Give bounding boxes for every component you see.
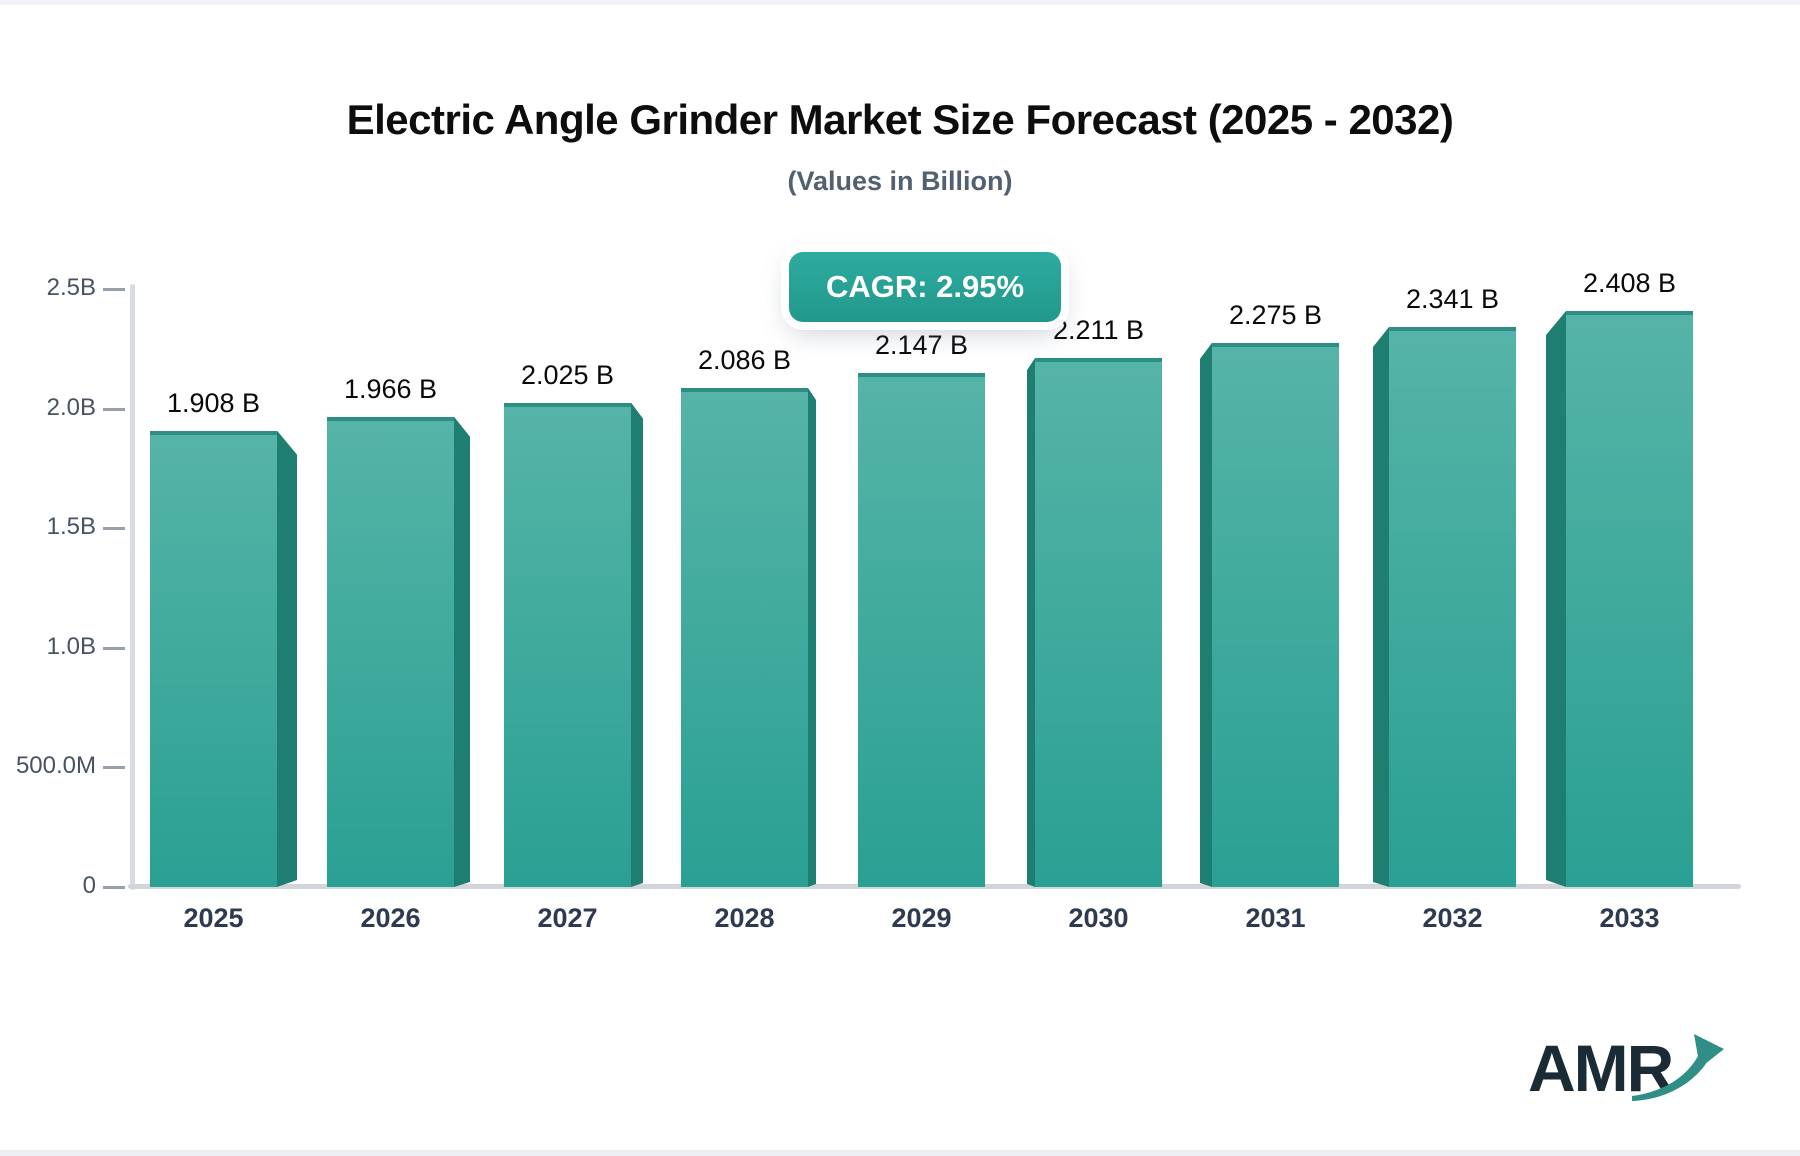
- page-edge-bottom: [0, 1150, 1800, 1156]
- bar-face: [504, 402, 631, 887]
- bar-value-label: 1.966 B: [343, 373, 438, 404]
- cagr-badge: CAGR: 2.95%: [789, 252, 1061, 322]
- x-axis-label: 2025: [183, 903, 244, 933]
- bar-value-label: 2.408 B: [1582, 268, 1677, 298]
- y-tick-label: 1.5B: [46, 513, 96, 541]
- x-axis-label: 2027: [537, 903, 598, 933]
- bar-value-label: 1.908 B: [166, 387, 261, 418]
- x-axis-label: 2030: [1068, 903, 1129, 933]
- x-axis-label: 2031: [1245, 903, 1306, 933]
- bar-value-label: 2.086 B: [697, 345, 792, 376]
- bar-face: [1389, 327, 1516, 887]
- bar-value-label: 2.341 B: [1405, 284, 1500, 315]
- bar-value-label: 2.147 B: [874, 330, 969, 361]
- x-axis-label: 2028: [714, 903, 775, 933]
- x-axis-label: 2026: [360, 903, 421, 933]
- bar-value-label: 2.025 B: [520, 359, 615, 390]
- bar-face: [150, 430, 277, 887]
- bar-face: [1566, 311, 1693, 887]
- trend-arrow-icon: [1632, 1034, 1724, 1101]
- y-tick-dash: [103, 288, 125, 291]
- y-tick-dash: [103, 407, 125, 411]
- y-tick-dash: [103, 527, 125, 531]
- y-tick-label: 0: [82, 872, 96, 899]
- bar-side: [631, 402, 643, 887]
- amr-logo: AMR: [1528, 1030, 1728, 1120]
- bar-side: [277, 430, 297, 887]
- y-axis-line: [130, 284, 135, 890]
- x-axis-label: 2029: [891, 903, 952, 933]
- y-tick-label: 500.0M: [15, 752, 96, 780]
- chart-title: Electric Angle Grinder Market Size Forec…: [346, 96, 1454, 143]
- bar-side: [454, 416, 470, 887]
- page-edge-top: [0, 0, 1800, 5]
- y-tick-label: 2.5B: [46, 274, 96, 301]
- bar-side: [1027, 358, 1035, 887]
- y-tick-label: 1.0B: [46, 632, 96, 660]
- bar-side: [808, 388, 816, 887]
- y-tick-label: 2.0B: [46, 393, 96, 421]
- bar-side: [1373, 327, 1389, 887]
- y-tick-dash: [103, 766, 125, 770]
- y-tick-dash: [103, 886, 125, 889]
- x-axis-label: 2033: [1599, 903, 1660, 933]
- bar-face: [327, 416, 454, 887]
- bar-face: [1212, 342, 1339, 887]
- bar-side: [1546, 311, 1566, 887]
- chart-subtitle: (Values in Billion): [787, 166, 1013, 196]
- y-tick-dash: [103, 646, 125, 650]
- bar-side: [1200, 342, 1212, 887]
- x-axis-label: 2032: [1422, 903, 1483, 933]
- bar-value-label: 2.211 B: [1052, 315, 1145, 346]
- bar-face: [858, 373, 985, 887]
- bar-face: [681, 388, 808, 887]
- bar-value-label: 2.275 B: [1228, 299, 1323, 330]
- bar-face: [1035, 358, 1162, 887]
